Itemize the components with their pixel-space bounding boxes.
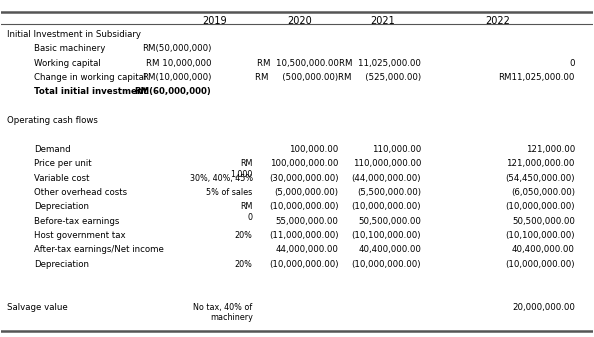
- Text: 100,000.00: 100,000.00: [289, 145, 339, 154]
- Text: Change in working capital: Change in working capital: [34, 73, 146, 82]
- Text: (54,450,000.00): (54,450,000.00): [505, 174, 575, 183]
- Text: 110,000,000.00: 110,000,000.00: [353, 159, 421, 168]
- Text: RM
1,000: RM 1,000: [230, 159, 252, 179]
- Text: RM  11,025,000.00: RM 11,025,000.00: [339, 59, 421, 67]
- Text: (10,000,000.00): (10,000,000.00): [269, 260, 339, 269]
- Text: 50,500,000.00: 50,500,000.00: [358, 217, 421, 226]
- Text: RM11,025,000.00: RM11,025,000.00: [498, 73, 575, 82]
- Text: (44,000,000.00): (44,000,000.00): [352, 174, 421, 183]
- Text: 2019: 2019: [202, 17, 226, 26]
- Text: 55,000,000.00: 55,000,000.00: [276, 217, 339, 226]
- Text: Salvage value: Salvage value: [7, 303, 68, 312]
- Text: 20,000,000.00: 20,000,000.00: [512, 303, 575, 312]
- Text: 2021: 2021: [370, 17, 395, 26]
- Text: Initial Investment in Subsidiary: Initial Investment in Subsidiary: [7, 30, 141, 39]
- Text: 121,000.00: 121,000.00: [526, 145, 575, 154]
- Text: (5,000,000.00): (5,000,000.00): [274, 188, 339, 197]
- Text: (10,000,000.00): (10,000,000.00): [505, 260, 575, 269]
- Text: Basic machinery: Basic machinery: [34, 44, 105, 53]
- Text: After-tax earnings/Net income: After-tax earnings/Net income: [34, 245, 164, 254]
- Text: 100,000,000.00: 100,000,000.00: [270, 159, 339, 168]
- Text: (10,100,000.00): (10,100,000.00): [505, 231, 575, 240]
- Text: 0: 0: [570, 59, 575, 67]
- Text: 110,000.00: 110,000.00: [372, 145, 421, 154]
- Text: 20%: 20%: [235, 260, 252, 269]
- Text: (30,000,000.00): (30,000,000.00): [269, 174, 339, 183]
- Text: Other overhead costs: Other overhead costs: [34, 188, 127, 197]
- Text: 44,000,000.00: 44,000,000.00: [276, 245, 339, 254]
- Text: (6,050,000.00): (6,050,000.00): [511, 188, 575, 197]
- Text: Variable cost: Variable cost: [34, 174, 90, 183]
- Text: 50,500,000.00: 50,500,000.00: [512, 217, 575, 226]
- Text: 2022: 2022: [485, 17, 510, 26]
- Text: Operating cash flows: Operating cash flows: [7, 116, 98, 125]
- Text: Total initial investment: Total initial investment: [34, 87, 147, 96]
- Text: (10,000,000.00): (10,000,000.00): [269, 202, 339, 211]
- Text: 40,400,000.00: 40,400,000.00: [358, 245, 421, 254]
- Text: Working capital: Working capital: [34, 59, 100, 67]
- Text: RM(10,000,000): RM(10,000,000): [142, 73, 211, 82]
- Text: Depreciation: Depreciation: [34, 260, 89, 269]
- Text: Demand: Demand: [34, 145, 71, 154]
- Text: (10,000,000.00): (10,000,000.00): [352, 202, 421, 211]
- Text: Depreciation: Depreciation: [34, 202, 89, 211]
- Text: (10,100,000.00): (10,100,000.00): [352, 231, 421, 240]
- Text: RM(60,000,000): RM(60,000,000): [134, 87, 211, 96]
- Text: 121,000,000.00: 121,000,000.00: [507, 159, 575, 168]
- Text: 30%, 40%, 45%: 30%, 40%, 45%: [189, 174, 252, 183]
- Text: 2020: 2020: [287, 17, 312, 26]
- Text: RM(50,000,000): RM(50,000,000): [142, 44, 211, 53]
- Text: (10,000,000.00): (10,000,000.00): [352, 260, 421, 269]
- Text: (10,000,000.00): (10,000,000.00): [505, 202, 575, 211]
- Text: RM     (500,000.00): RM (500,000.00): [255, 73, 339, 82]
- Text: 40,400,000.00: 40,400,000.00: [512, 245, 575, 254]
- Text: 5% of sales: 5% of sales: [206, 188, 252, 197]
- Text: 20%: 20%: [235, 231, 252, 240]
- Text: Host government tax: Host government tax: [34, 231, 125, 240]
- Text: RM
0: RM 0: [241, 202, 252, 222]
- Text: (11,000,000.00): (11,000,000.00): [269, 231, 339, 240]
- Text: (5,500,000.00): (5,500,000.00): [357, 188, 421, 197]
- Text: RM     (525,000.00): RM (525,000.00): [338, 73, 421, 82]
- Text: No tax, 40% of
machinery: No tax, 40% of machinery: [194, 303, 252, 322]
- Text: Before-tax earnings: Before-tax earnings: [34, 217, 119, 226]
- Text: RM  10,500,000.00: RM 10,500,000.00: [257, 59, 339, 67]
- Text: Price per unit: Price per unit: [34, 159, 91, 168]
- Text: RM 10,000,000: RM 10,000,000: [146, 59, 211, 67]
